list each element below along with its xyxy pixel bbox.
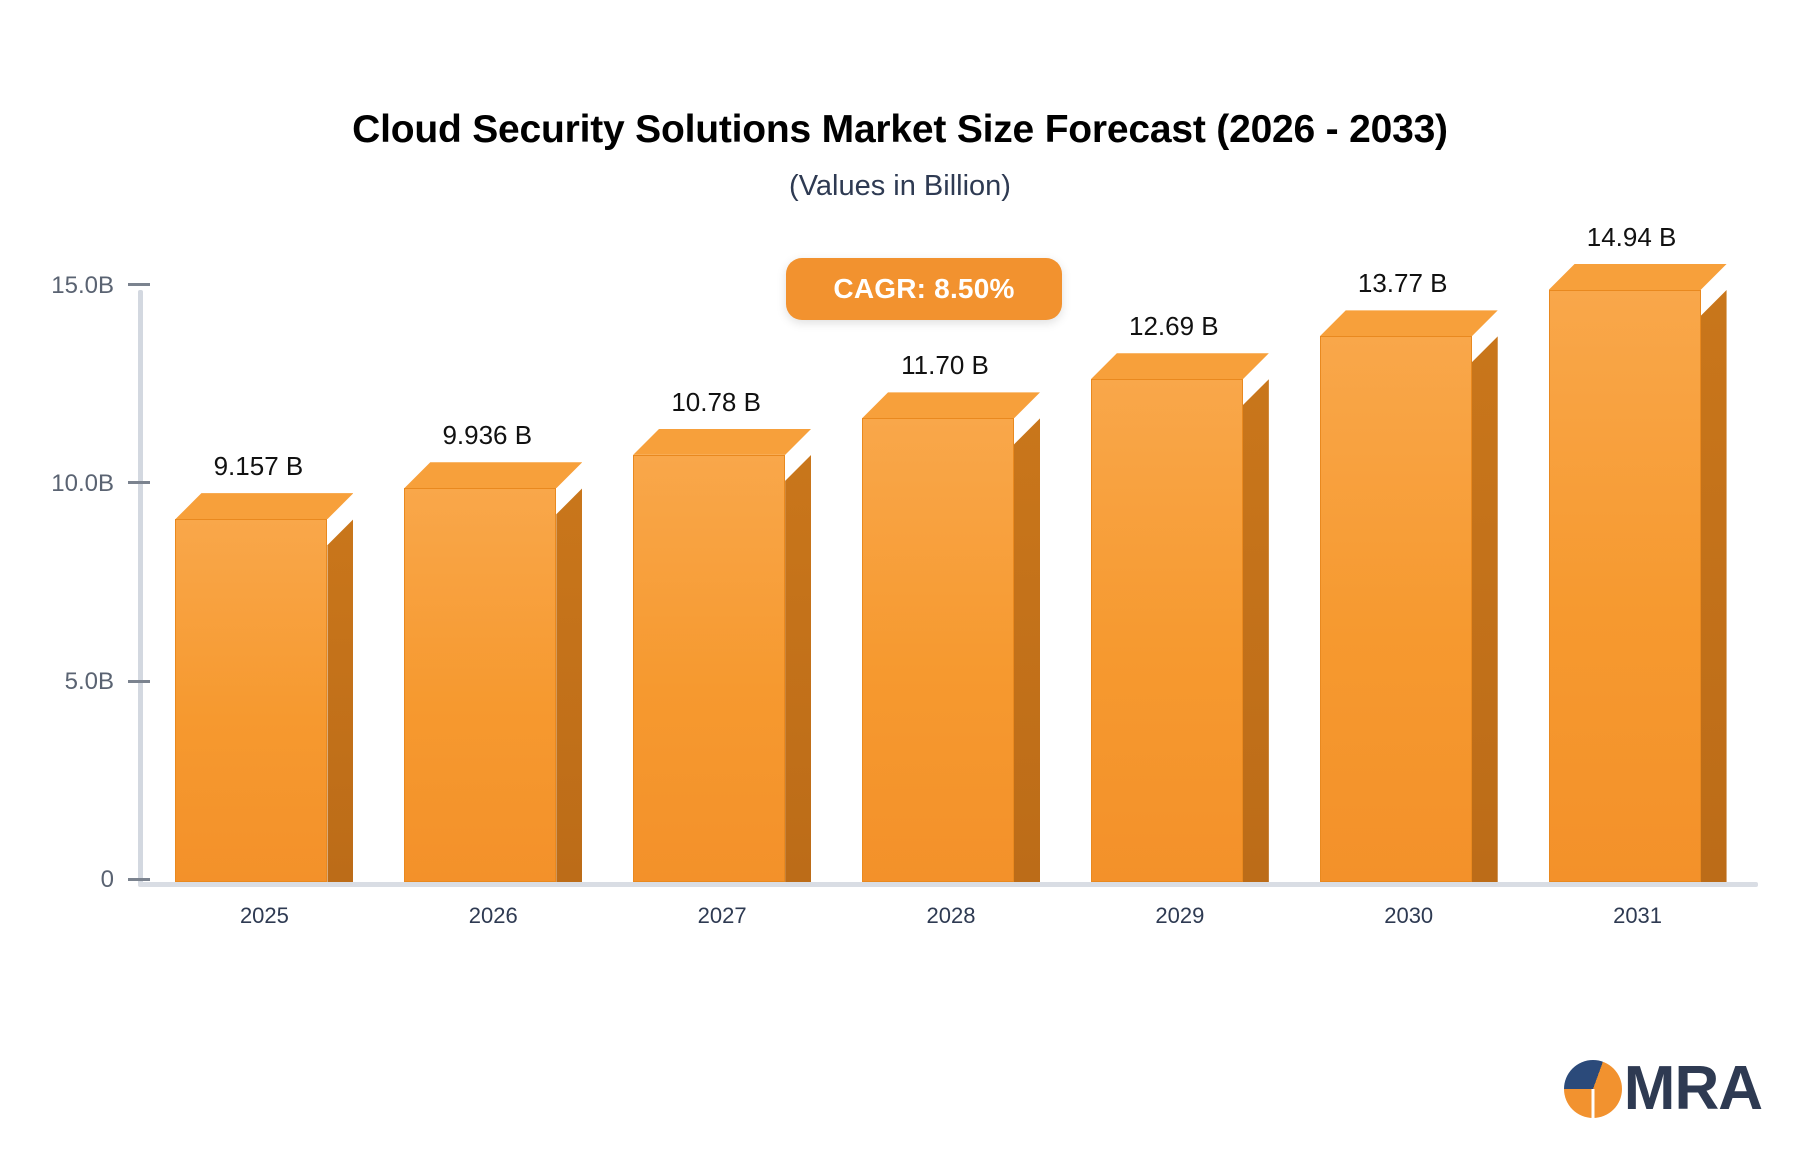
bar-front-face: [633, 454, 786, 882]
y-axis-tick-5.0B: 5.0B: [0, 668, 150, 696]
bar-top-face: [175, 493, 354, 520]
y-tick-label: 15.0B: [51, 271, 114, 299]
y-tick-label: 5.0B: [64, 667, 114, 695]
chart-subtitle: (Values in Billion): [789, 170, 1011, 202]
bar-side-face: [556, 488, 583, 882]
bar-side-face: [1014, 418, 1040, 882]
y-axis-tick-10.0B: 10.0B: [0, 470, 150, 498]
bar-side-face: [327, 519, 354, 882]
bar-2030[interactable]: [1319, 310, 1498, 882]
y-axis-tick-0: 0: [0, 866, 150, 894]
y-tick-mark: [128, 877, 150, 881]
x-axis-tick-2025: 2025: [239, 903, 289, 928]
x-axis-tick-2026: 2026: [468, 903, 518, 928]
bar-2027[interactable]: [633, 428, 812, 882]
y-axis-line: [138, 290, 143, 885]
bar-top-face: [404, 462, 583, 489]
bar-front-face: [175, 519, 328, 882]
bar-side-face: [1471, 336, 1498, 882]
bar-top-face: [1090, 353, 1269, 380]
bar-front-face: [1548, 290, 1701, 882]
bar-2025[interactable]: [175, 493, 354, 882]
bar-2026[interactable]: [404, 462, 583, 882]
x-axis-tick-2031: 2031: [1613, 903, 1663, 928]
brand-logo-text: MRA: [1623, 1054, 1763, 1123]
bar-top-face: [1548, 264, 1727, 291]
cagr-badge: CAGR: 8.50%: [786, 258, 1062, 320]
bar-value-label-2031: 14.94 B: [1586, 222, 1677, 253]
y-tick-label: 10.0B: [51, 469, 114, 497]
y-tick-mark: [128, 679, 150, 683]
x-axis-tick-2030: 2030: [1384, 903, 1434, 928]
bar-front-face: [1319, 336, 1472, 882]
bar-front-face: [404, 488, 557, 882]
bar-2028[interactable]: [862, 392, 1040, 882]
cagr-badge-label: CAGR: 8.50%: [833, 273, 1015, 304]
bar-value-label-2026: 9.936 B: [442, 420, 533, 451]
y-tick-mark: [128, 481, 150, 485]
bar-value-label-2029: 12.69 B: [1129, 311, 1219, 342]
bar-value-label-2025: 9.157 B: [213, 451, 304, 482]
bar-front-face: [862, 418, 1014, 882]
y-tick-label: 0: [100, 866, 114, 893]
x-axis-tick-2029: 2029: [1155, 903, 1205, 928]
bar-side-face: [785, 454, 812, 882]
bar-top-face: [1319, 310, 1498, 337]
bar-value-label-2027: 10.78 B: [671, 386, 761, 417]
bar-value-label-2028: 11.70 B: [901, 350, 989, 381]
brand-logo: MRA: [1563, 1054, 1763, 1123]
page-title: Cloud Security Solutions Market Size For…: [352, 108, 1448, 151]
bar-2031[interactable]: [1548, 264, 1727, 882]
y-tick-mark: [128, 283, 150, 287]
x-axis-line: [138, 882, 1758, 887]
x-axis-tick-2027: 2027: [697, 903, 747, 928]
bar-side-face: [1700, 290, 1727, 882]
bar-value-label-2030: 13.77 B: [1357, 268, 1448, 299]
pie-circle-icon: [1563, 1060, 1622, 1118]
x-axis-tick-2028: 2028: [926, 903, 976, 928]
bar-top-face: [633, 428, 812, 455]
bar-2029[interactable]: [1090, 353, 1269, 882]
y-axis-tick-15.0B: 15.0B: [0, 272, 150, 300]
bar-front-face: [1090, 379, 1243, 882]
bar-top-face: [862, 392, 1040, 419]
bar-side-face: [1242, 379, 1269, 882]
